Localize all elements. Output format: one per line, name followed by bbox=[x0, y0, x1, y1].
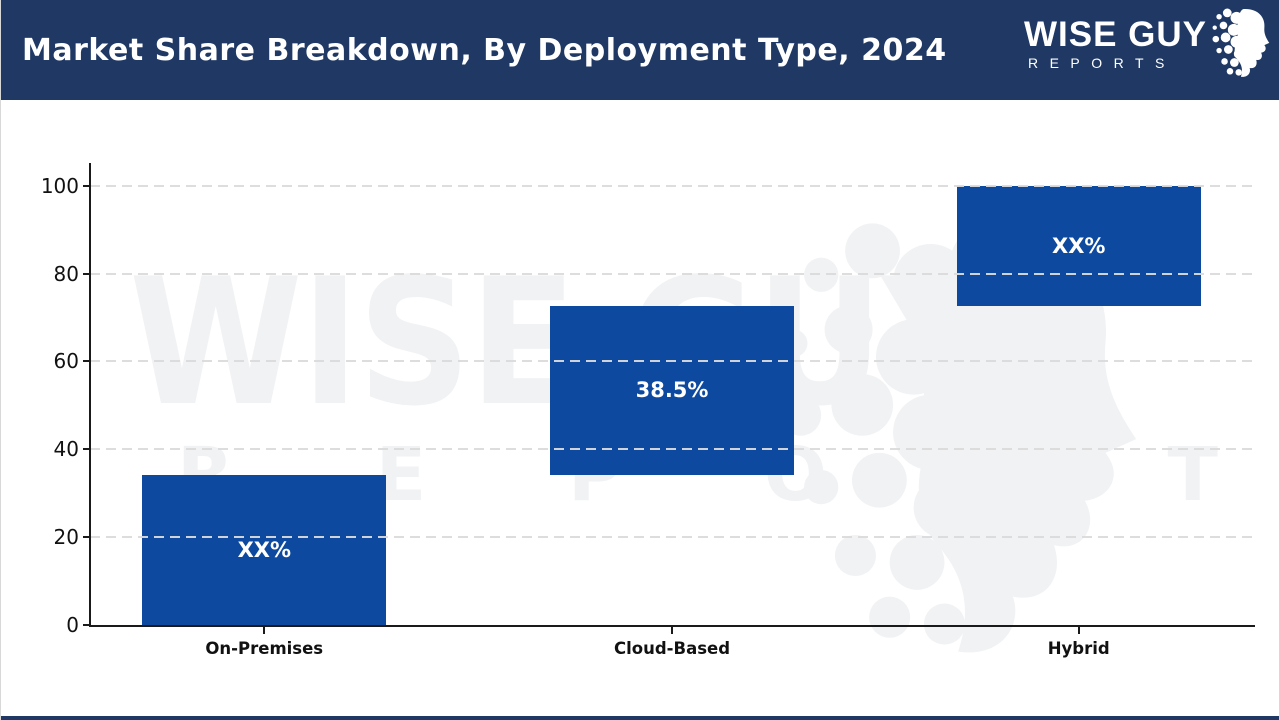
x-tick-label: On-Premises bbox=[205, 639, 324, 658]
gridline bbox=[90, 272, 1255, 275]
y-tick-label: 40 bbox=[53, 437, 79, 462]
wise-guy-reports-logo: WISE GUY REPORTS bbox=[1024, 8, 1275, 80]
y-tick-mark bbox=[83, 624, 90, 626]
y-tick-label: 0 bbox=[66, 613, 79, 637]
y-tick-label: 20 bbox=[53, 525, 79, 550]
gridline bbox=[90, 360, 1255, 363]
y-tick-label: 80 bbox=[53, 261, 79, 286]
y-tick-mark bbox=[83, 536, 90, 539]
bar-value-label: XX% bbox=[237, 537, 291, 562]
bar-segment: XX% bbox=[956, 185, 1201, 306]
x-axis-line bbox=[89, 625, 1255, 627]
logo-subtitle: REPORTS bbox=[1027, 54, 1176, 71]
y-tick-mark bbox=[83, 360, 90, 363]
bar-value-label: 38.5% bbox=[635, 378, 709, 403]
x-tick-label: Hybrid bbox=[1047, 639, 1110, 658]
gridline bbox=[90, 536, 1255, 539]
x-tick-mark bbox=[1077, 627, 1080, 634]
y-tick-mark bbox=[83, 184, 90, 187]
y-tick-label: 60 bbox=[53, 349, 79, 374]
gridline bbox=[90, 184, 1255, 187]
y-tick-label: 100 bbox=[40, 173, 79, 198]
footer-bar bbox=[1, 716, 1279, 720]
y-tick-mark bbox=[83, 448, 90, 451]
x-tick-mark bbox=[671, 627, 674, 634]
logo-text: WISE GUY REPORTS bbox=[1023, 15, 1207, 71]
gridline bbox=[90, 448, 1255, 451]
logo-head-icon bbox=[1212, 8, 1270, 77]
chart-title: Market Share Breakdown, By Deployment Ty… bbox=[22, 32, 947, 68]
y-axis-line bbox=[89, 163, 91, 627]
bar-segment: XX% bbox=[142, 474, 387, 625]
logo-wordmark: WISE GUY bbox=[1023, 15, 1207, 55]
bar-value-label: XX% bbox=[1052, 233, 1106, 258]
header-bar: Market Share Breakdown, By Deployment Ty… bbox=[1, 0, 1279, 100]
y-tick-mark bbox=[83, 272, 90, 275]
x-tick-mark bbox=[263, 627, 266, 634]
x-tick-label: Cloud-Based bbox=[614, 639, 731, 658]
bar-segment: 38.5% bbox=[550, 305, 795, 475]
